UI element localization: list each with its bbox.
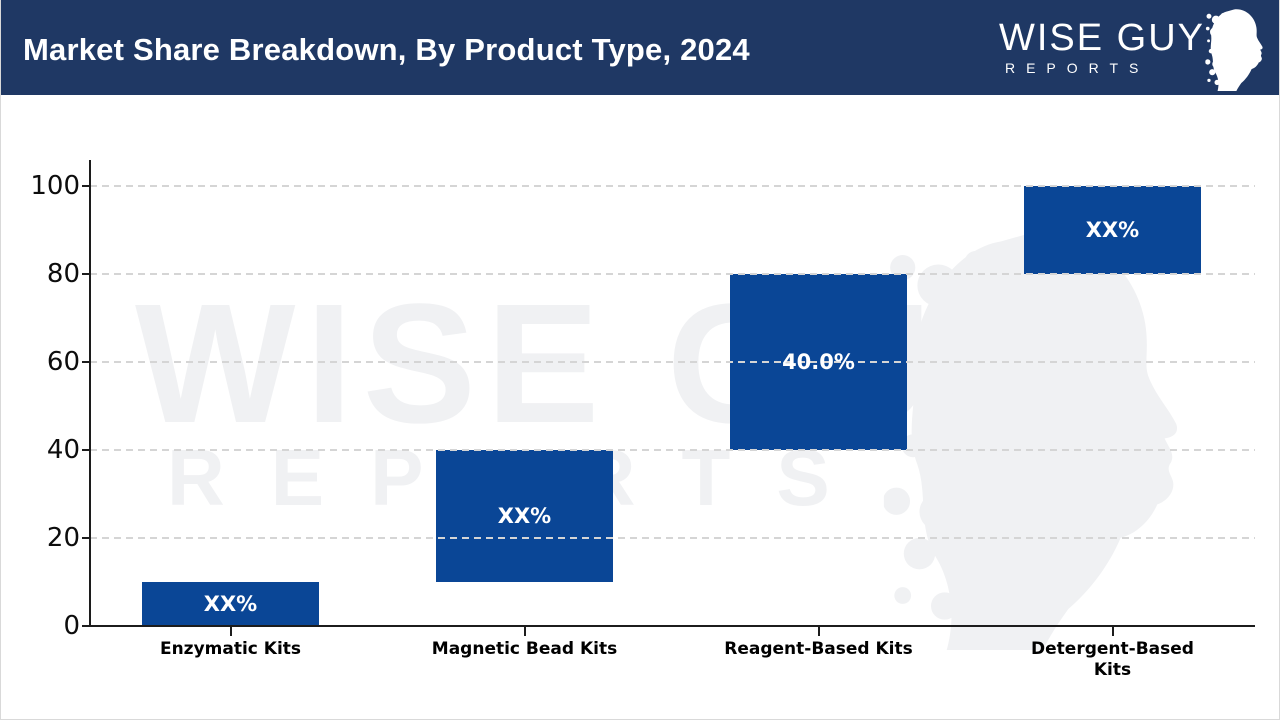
x-tick: [817, 627, 820, 636]
y-tick: [82, 449, 90, 451]
y-tick-label: 20: [46, 523, 80, 553]
gridline-20: [90, 537, 1255, 539]
brand-text: WISE GUY REPORTS: [999, 19, 1205, 76]
y-tick: [82, 537, 90, 539]
x-tick: [1111, 627, 1114, 636]
brand-name: WISE GUY: [998, 17, 1205, 59]
page-title: Market Share Breakdown, By Product Type,…: [23, 32, 750, 68]
y-tick-label: 100: [30, 171, 80, 201]
x-category-label: Detergent-Based Kits: [1031, 639, 1194, 680]
bar-value-label: XX%: [1085, 218, 1140, 242]
bar-1: [142, 582, 319, 626]
x-tick: [523, 627, 526, 636]
y-tick: [82, 361, 90, 363]
gridline-60: [90, 361, 1255, 363]
x-category-label: Magnetic Bead Kits: [431, 639, 618, 659]
y-axis-line: [89, 160, 91, 627]
gridline-100: [90, 185, 1255, 187]
y-tick-label: 60: [46, 347, 80, 377]
brand-subtitle: REPORTS: [1004, 60, 1150, 76]
wiseguy-head-icon: [1199, 5, 1273, 91]
y-tick-label: 0: [63, 611, 80, 641]
x-tick: [229, 627, 232, 636]
x-category-label: Enzymatic Kits: [159, 639, 302, 659]
bar-value-label: XX%: [203, 592, 258, 616]
header-bar: Market Share Breakdown, By Product Type,…: [1, 0, 1279, 95]
bar-value-label: 40.0%: [782, 350, 855, 374]
bar-2: [436, 450, 613, 582]
y-tick: [82, 185, 90, 187]
x-category-label: Reagent-Based Kits: [724, 639, 913, 659]
x-axis-line: [89, 625, 1255, 627]
bar-4: [1024, 186, 1201, 274]
gridline-40: [90, 449, 1255, 451]
y-tick-label: 80: [46, 259, 80, 289]
bar-value-label: XX%: [497, 504, 552, 528]
watermark-head-icon: [881, 210, 1201, 650]
y-tick: [82, 273, 90, 275]
gridline-80: [90, 273, 1255, 275]
brand-logo: WISE GUY REPORTS: [999, 0, 1273, 95]
y-tick: [82, 625, 90, 627]
y-tick-label: 40: [46, 435, 80, 465]
